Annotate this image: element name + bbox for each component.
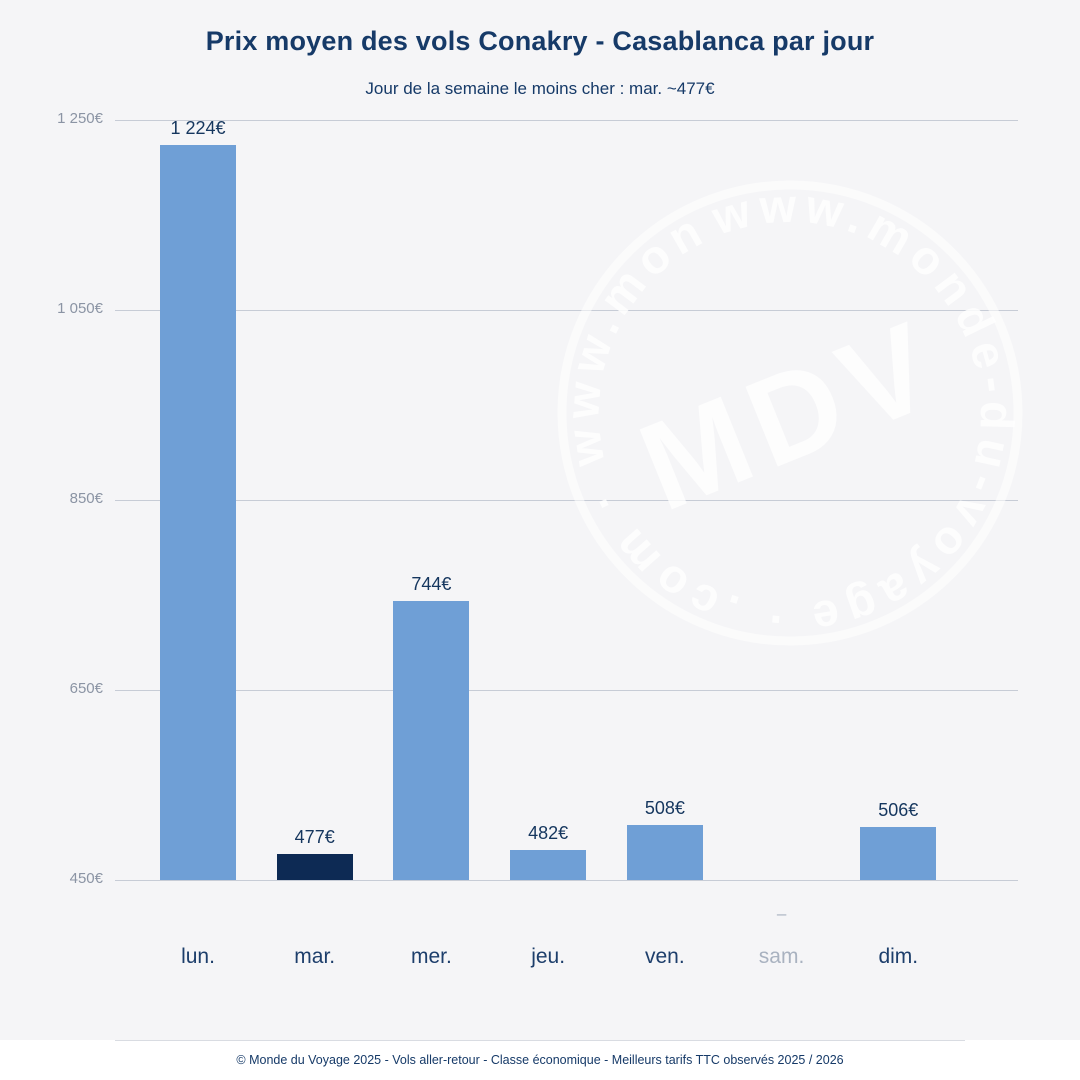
y-tick-label: 650€ xyxy=(69,680,103,697)
bar-lun xyxy=(160,144,236,880)
bar-value-label: 1 224€ xyxy=(170,117,226,138)
chart-title: Prix moyen des vols Conakry - Casablanca… xyxy=(205,26,875,56)
bar-mer xyxy=(393,600,470,880)
footer-text: © Monde du Voyage 2025 - Vols aller-reto… xyxy=(236,1053,844,1067)
plot-area: 1 224€ 477€ 744€ 482€ 508€ – 506€ xyxy=(115,117,1018,923)
bar-value-label: 477€ xyxy=(294,827,335,848)
footer: © Monde du Voyage 2025 - Vols aller-reto… xyxy=(0,1040,1080,1080)
bar-value-label: 506€ xyxy=(878,799,919,820)
y-tick-label: 1 050€ xyxy=(57,300,103,317)
bar-value-label: 744€ xyxy=(411,573,452,594)
bar-jeu xyxy=(510,849,587,880)
y-tick-label: 450€ xyxy=(69,870,103,887)
footer-divider xyxy=(115,1040,965,1041)
bar-ven xyxy=(626,824,703,880)
x-axis: lun. mar. mer. jeu. ven. sam. dim. xyxy=(115,945,1018,985)
bar-mar xyxy=(276,854,353,880)
grid-line xyxy=(115,880,1018,881)
y-tick-label: 1 250€ xyxy=(57,110,103,127)
x-axis-label-lun: lun. xyxy=(181,945,215,968)
no-data-marker: – xyxy=(776,904,787,923)
grid-line xyxy=(115,690,1018,691)
x-axis-label-mer: mer. xyxy=(411,945,452,968)
x-axis-label-ven: ven. xyxy=(644,945,685,968)
chart-subtitle: Jour de la semaine le moins cher : mar. … xyxy=(365,79,715,98)
x-axis-label-sam: sam. xyxy=(758,945,805,968)
bar-value-label: 508€ xyxy=(644,797,685,818)
grid-line xyxy=(115,120,1018,121)
bar-dim xyxy=(860,826,937,880)
x-axis-label-mar: mar. xyxy=(294,945,336,968)
x-axis-label-dim: dim. xyxy=(878,945,919,968)
y-tick-label: 850€ xyxy=(69,490,103,507)
bar-value-label: 482€ xyxy=(528,822,569,843)
x-axis-label-jeu: jeu. xyxy=(531,945,566,968)
